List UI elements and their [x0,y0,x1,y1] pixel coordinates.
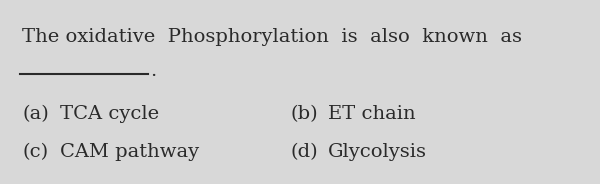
Text: (b): (b) [290,105,317,123]
Text: CAM pathway: CAM pathway [60,143,199,161]
Text: The oxidative  Phosphorylation  is  also  known  as: The oxidative Phosphorylation is also kn… [22,28,522,46]
Text: (d): (d) [290,143,317,161]
Text: (c): (c) [22,143,48,161]
Text: Glycolysis: Glycolysis [328,143,427,161]
Text: (a): (a) [22,105,49,123]
Text: TCA cycle: TCA cycle [60,105,159,123]
Text: ET chain: ET chain [328,105,416,123]
Text: .: . [150,62,156,80]
